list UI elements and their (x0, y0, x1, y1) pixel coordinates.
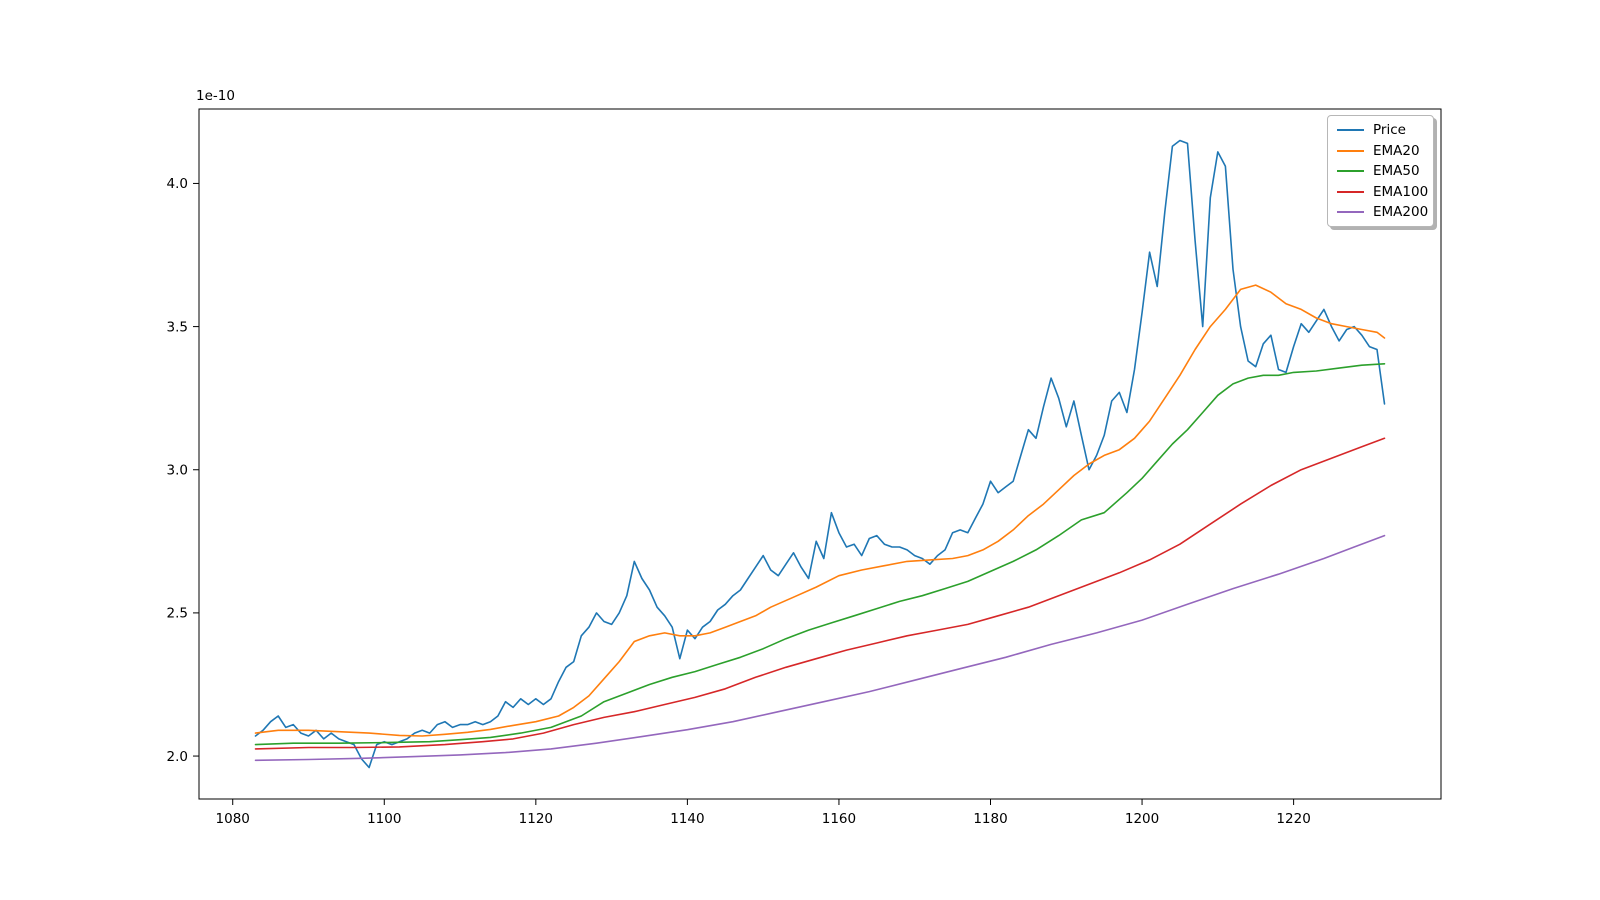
legend-label: EMA100 (1373, 183, 1429, 200)
series-line-price (254, 139, 1386, 769)
legend-label: EMA200 (1373, 204, 1429, 220)
y-tick-label: 2.0 (167, 749, 188, 765)
legend: Price EMA20 EMA50 EMA100 EMA200 (1327, 115, 1434, 227)
x-tick-label: 1100 (367, 811, 401, 827)
legend-label: EMA20 (1373, 142, 1420, 159)
x-tick-label: 1180 (973, 811, 1007, 827)
x-tick-label: 1140 (670, 811, 704, 827)
y-tick-label: 2.5 (167, 606, 188, 622)
y-tick-label: 4.0 (167, 176, 188, 192)
x-tick-label: 1120 (519, 811, 553, 827)
y-tick-label: 3.5 (167, 319, 188, 335)
legend-item-ema100: EMA100 (1337, 185, 1428, 199)
y-axis-offset-label: 1e-10 (196, 88, 235, 104)
legend-item-ema200: EMA200 (1337, 205, 1428, 219)
legend-label: Price (1373, 122, 1406, 138)
axes-spines (198, 108, 1442, 800)
legend-line-sample (1337, 211, 1364, 213)
series-line-ema20 (254, 284, 1386, 737)
x-tick-label: 1220 (1276, 811, 1310, 827)
legend-line-sample (1337, 129, 1364, 131)
series-line-ema200 (254, 534, 1386, 762)
legend-line-sample (1337, 190, 1364, 193)
legend-item-price: Price (1337, 123, 1424, 137)
x-tick-label: 1200 (1125, 811, 1159, 827)
legend-item-ema20: EMA20 (1337, 144, 1424, 158)
legend-line-sample (1337, 170, 1364, 172)
y-tick-label: 3.0 (167, 463, 188, 479)
legend-line-sample (1337, 149, 1364, 152)
series-line-ema100 (254, 437, 1386, 750)
legend-label: EMA50 (1373, 163, 1420, 179)
series-line-ema50 (254, 362, 1386, 746)
x-tick-label: 1160 (822, 811, 856, 827)
legend-item-ema50: EMA50 (1337, 164, 1424, 178)
x-tick-label: 1080 (216, 811, 250, 827)
